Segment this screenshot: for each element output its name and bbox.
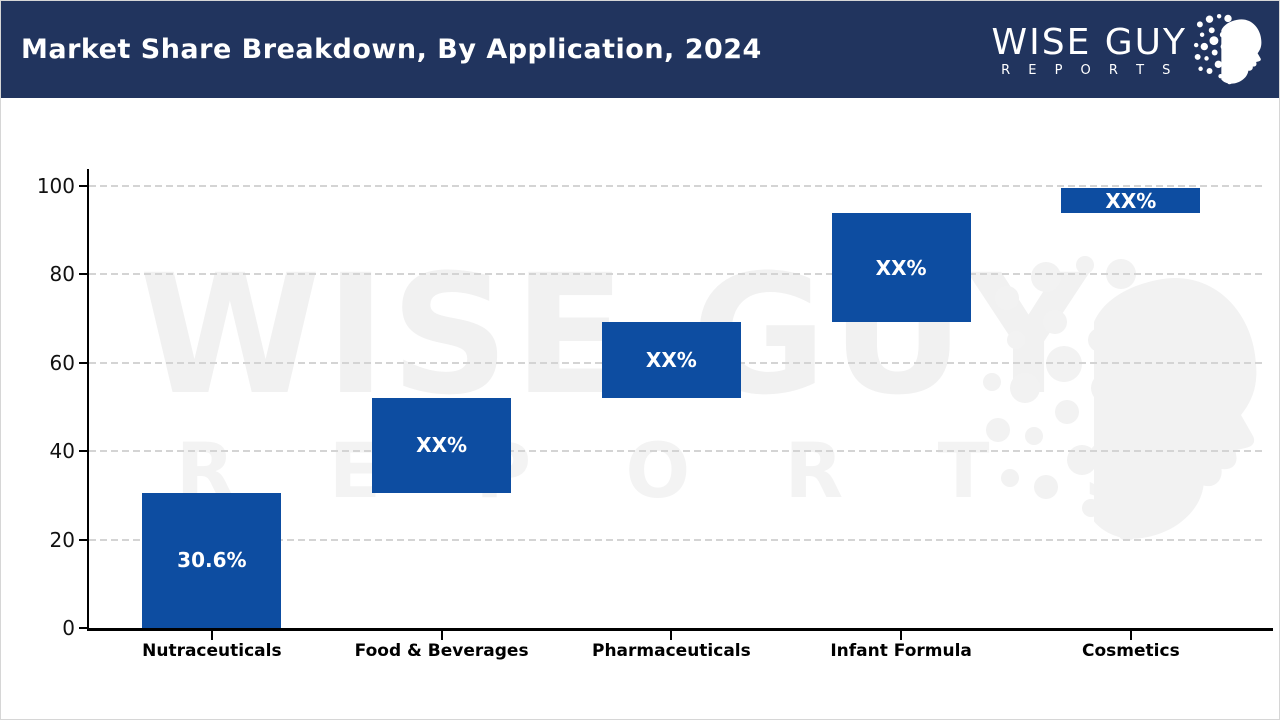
dotted-face-icon — [1193, 14, 1262, 85]
x-tick-label: Cosmetics — [1082, 641, 1180, 661]
bar-value-label: XX% — [875, 255, 927, 280]
wise-guy-logo: WISE GUY R E P O R T S — [992, 11, 1266, 91]
bar-value-label: 30.6% — [177, 548, 247, 573]
y-tick-mark — [79, 538, 87, 541]
bar-food-beverages: XX% — [372, 398, 512, 493]
y-tick-label: 60 — [49, 350, 75, 375]
y-tick-mark — [79, 273, 87, 276]
bar-infant-formula: XX% — [831, 213, 971, 322]
page-title: Market Share Breakdown, By Application, … — [21, 34, 762, 65]
gridline-40 — [89, 450, 1263, 453]
logo-wordmark: WISE GUY — [991, 22, 1187, 64]
gridline-80 — [89, 273, 1263, 276]
x-tick-label: Nutraceuticals — [142, 641, 282, 661]
y-tick-label: 0 — [62, 616, 75, 640]
y-tick-mark — [79, 450, 87, 453]
x-tick-mark — [670, 631, 673, 640]
x-tick-mark — [900, 631, 903, 640]
bar-nutraceuticals: 30.6% — [142, 492, 282, 628]
y-tick-label: 80 — [49, 262, 75, 287]
x-axis-line — [87, 628, 1273, 631]
x-tick-mark — [440, 631, 443, 640]
plot-area: 0 20 40 60 80 100 30.6% Nutraceuticals XX% Food &… — [1, 98, 1279, 719]
y-tick-mark — [79, 185, 87, 187]
gridline-100 — [89, 185, 1263, 187]
logo-subtitle: R E P O R T S — [1001, 62, 1178, 78]
y-axis-line — [87, 169, 89, 631]
bar-cosmetics: XX% — [1061, 188, 1201, 214]
y-tick-label: 100 — [36, 174, 75, 198]
x-tick-mark — [1129, 631, 1132, 640]
header: Market Share Breakdown, By Application, … — [1, 1, 1279, 98]
logo-text: WISE GUY R E P O R T S — [992, 24, 1188, 78]
bar-pharmaceuticals: XX% — [601, 321, 741, 399]
x-tick-label: Infant Formula — [830, 641, 972, 661]
y-tick-label: 40 — [49, 439, 75, 464]
x-tick-label: Pharmaceuticals — [591, 641, 751, 661]
bar-value-label: XX% — [645, 347, 697, 372]
y-tick-mark — [79, 361, 87, 364]
y-tick-mark — [79, 627, 87, 629]
x-tick-mark — [210, 631, 213, 640]
bar-value-label: XX% — [416, 433, 468, 458]
watermark-face-icon — [983, 256, 1257, 541]
x-tick-label: Food & Beverages — [354, 641, 529, 661]
y-tick-label: 20 — [49, 527, 75, 552]
gridline-20 — [89, 538, 1263, 541]
bar-value-label: XX% — [1105, 188, 1157, 213]
